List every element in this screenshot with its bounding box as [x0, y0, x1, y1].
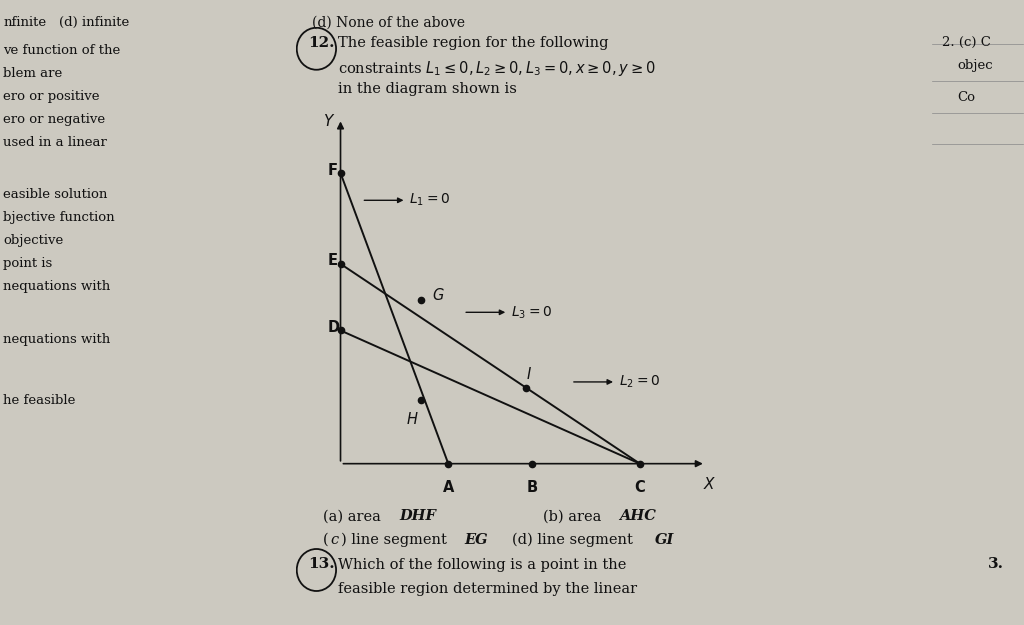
Text: feasible region determined by the linear: feasible region determined by the linear	[338, 582, 637, 596]
Text: ve function of the: ve function of the	[3, 44, 121, 57]
Text: (: (	[323, 532, 328, 546]
Text: GI: GI	[655, 532, 675, 546]
Text: The feasible region for the following: The feasible region for the following	[338, 36, 608, 50]
Text: $L_2=0$: $L_2=0$	[618, 374, 660, 390]
Text: ero or negative: ero or negative	[3, 113, 105, 126]
Text: AHC: AHC	[620, 509, 656, 523]
Text: nfinite: nfinite	[3, 16, 46, 29]
Text: bjective function: bjective function	[3, 211, 115, 224]
Text: blem are: blem are	[3, 67, 62, 80]
Text: ero or positive: ero or positive	[3, 90, 99, 103]
Text: H: H	[407, 412, 418, 427]
Text: easible solution: easible solution	[3, 188, 108, 201]
Text: 2. (c) C: 2. (c) C	[942, 36, 991, 49]
Text: Which of the following is a point in the: Which of the following is a point in the	[338, 558, 627, 571]
Text: E: E	[328, 253, 337, 268]
Text: $L_1=0$: $L_1=0$	[410, 192, 451, 209]
Text: used in a linear: used in a linear	[3, 136, 106, 149]
Text: (d) infinite: (d) infinite	[59, 16, 130, 29]
Text: X: X	[703, 478, 714, 492]
Text: c: c	[331, 532, 339, 546]
Text: nequations with: nequations with	[3, 280, 111, 293]
Text: I: I	[527, 367, 531, 382]
Text: he feasible: he feasible	[3, 394, 76, 407]
Text: (a) area: (a) area	[323, 509, 385, 523]
Text: constraints $L_1\leq0, L_2\geq0, L_3=0, x\geq0, y\geq0$: constraints $L_1\leq0, L_2\geq0, L_3=0, …	[338, 59, 655, 78]
Text: in the diagram shown is: in the diagram shown is	[338, 82, 517, 96]
Text: $L_3=0$: $L_3=0$	[511, 304, 552, 321]
Text: D: D	[328, 320, 340, 335]
Text: objec: objec	[957, 59, 993, 72]
Text: 3.: 3.	[987, 558, 1004, 571]
Text: 13.: 13.	[308, 558, 335, 571]
Text: objective: objective	[3, 234, 63, 247]
Text: F: F	[328, 162, 337, 177]
Text: B: B	[526, 481, 538, 496]
Text: (d) None of the above: (d) None of the above	[312, 16, 465, 29]
Text: (b) area: (b) area	[543, 509, 606, 523]
Text: (d) line segment: (d) line segment	[512, 532, 638, 547]
Text: ) line segment: ) line segment	[341, 532, 452, 547]
Text: Y: Y	[323, 114, 332, 129]
Text: 12.: 12.	[308, 36, 335, 50]
Text: DHF: DHF	[399, 509, 436, 523]
Text: G: G	[432, 288, 443, 303]
Text: Co: Co	[957, 91, 976, 104]
Text: point is: point is	[3, 257, 52, 270]
Text: nequations with: nequations with	[3, 332, 111, 346]
Text: A: A	[442, 481, 454, 496]
Text: EG: EG	[464, 532, 487, 546]
Text: C: C	[635, 481, 645, 496]
